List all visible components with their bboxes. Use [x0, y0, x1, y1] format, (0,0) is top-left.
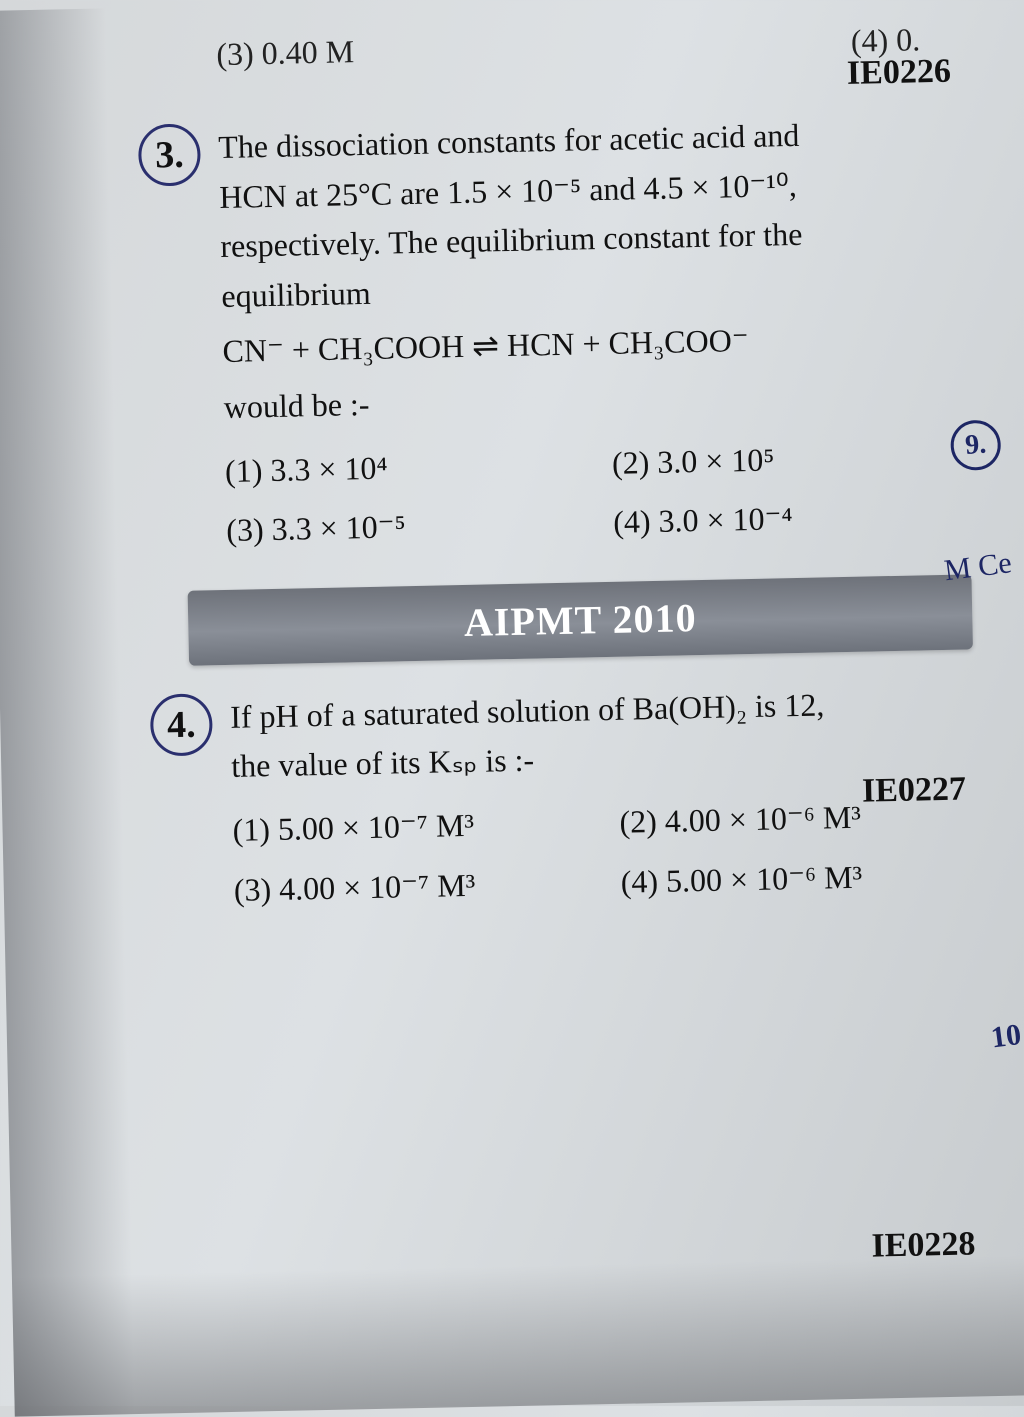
- question-number: 4.: [167, 702, 196, 747]
- question-code: IE0228: [871, 1225, 976, 1265]
- option: (2) 4.00 × 10⁻⁶ M³: [619, 790, 977, 847]
- option: (3) 4.00 × 10⁻⁷ M³: [233, 858, 591, 915]
- question-code: IE0226: [847, 53, 952, 93]
- margin-annotation: 10: [989, 1018, 1023, 1055]
- question-lead: would be :-: [223, 367, 968, 432]
- options-grid: (1) 5.00 × 10⁻⁷ M³ (2) 4.00 × 10⁻⁶ M³ (3…: [232, 790, 978, 915]
- cutoff-opt-left: (3) 0.40 M: [216, 33, 355, 73]
- margin-annotation: 9.: [964, 429, 987, 462]
- question-number-circle: 4.: [150, 693, 213, 756]
- options-grid: (1) 3.3 × 10⁴ (2) 3.0 × 10⁵ (3) 3.3 × 10…: [225, 431, 971, 556]
- option: (1) 5.00 × 10⁻⁷ M³: [232, 798, 590, 855]
- question-number-circle: 3.: [138, 123, 201, 186]
- exam-banner: AIPMT 2010: [188, 574, 973, 665]
- option: (3) 3.3 × 10⁻⁵: [226, 499, 584, 556]
- question-number: 3.: [155, 133, 184, 178]
- margin-scribble: M Ce: [942, 546, 1013, 588]
- equation-line: CN⁻ + CH₃COOH ⇌ HCN + CH₃COO⁻: [222, 312, 967, 377]
- page-area: (3) 0.40 M (4) 0. IE0226 3. The dissocia…: [25, 0, 1024, 1416]
- question-block: If pH of a saturated solution of Ba(OH)₂…: [230, 677, 978, 915]
- option: (1) 3.3 × 10⁴: [225, 439, 583, 496]
- option: (4) 5.00 × 10⁻⁶ M³: [620, 850, 978, 907]
- question-block: The dissociation constants for acetic ac…: [218, 107, 971, 555]
- option: (2) 3.0 × 10⁵: [611, 431, 969, 488]
- option: (4) 3.0 × 10⁻⁴: [613, 491, 971, 548]
